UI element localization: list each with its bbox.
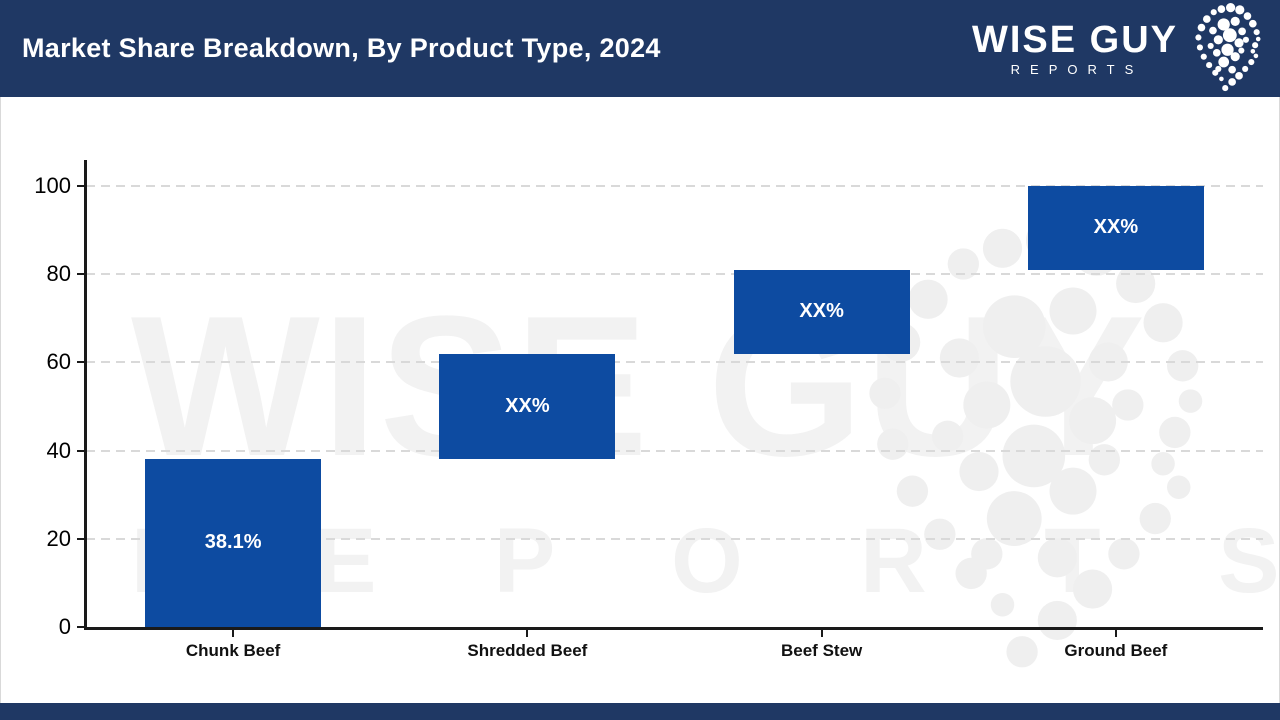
chart-area: WISE GUY R E P O R T S 0 20 40 60 80 100 38.1%… xyxy=(0,97,1280,703)
x-tick-mark-2 xyxy=(820,630,823,637)
y-tick-label-100: 100 xyxy=(34,173,71,198)
x-category-label: Beef Stew xyxy=(781,641,863,660)
x-category-label: Shredded Beef xyxy=(467,641,588,660)
logo-text: WISE GUY REPORTS xyxy=(971,18,1178,78)
x-category-label: Chunk Beef xyxy=(185,641,281,660)
x-axis-line xyxy=(84,627,1263,630)
y-tick-label-40: 40 xyxy=(46,437,71,463)
y-tick-label-0: 0 xyxy=(58,614,71,639)
page-title: Market Share Breakdown, By Product Type,… xyxy=(22,33,661,63)
bar-value-label: XX% xyxy=(1093,216,1139,239)
y-tick-mark-60 xyxy=(77,361,85,364)
x-category-label: Ground Beef xyxy=(1064,641,1168,660)
bar-value-label: XX% xyxy=(799,300,844,323)
y-tick-label-60: 60 xyxy=(46,349,71,375)
gridline-100 xyxy=(86,185,1263,187)
gridline-60 xyxy=(86,361,1263,364)
logo: WISE GUY REPORTS xyxy=(972,4,1272,94)
footer-bar xyxy=(0,703,1280,720)
x-tick-mark-0 xyxy=(232,630,235,637)
gridline-40 xyxy=(86,449,1263,452)
bar-value-label: XX% xyxy=(505,394,550,417)
x-tick-mark-3 xyxy=(1114,630,1117,637)
y-tick-mark-20 xyxy=(77,537,85,540)
gridline-20 xyxy=(86,537,1263,540)
header-bar: Market Share Breakdown, By Product Type,… xyxy=(0,0,1280,97)
x-tick-mark-1 xyxy=(526,630,529,637)
y-axis-line xyxy=(84,160,87,630)
bar-beef-stew: XX% xyxy=(733,269,910,354)
y-tick-mark-40 xyxy=(77,449,85,452)
y-tick-label-80: 80 xyxy=(46,261,71,287)
bar-value-label: 38.1% xyxy=(204,531,262,554)
y-tick-mark-100 xyxy=(77,185,85,187)
bar-chunk-beef: 38.1% xyxy=(145,458,322,627)
logo-wordmark: WISE GUY xyxy=(971,18,1178,61)
y-tick-mark-80 xyxy=(77,273,85,276)
y-tick-label-20: 20 xyxy=(46,525,71,551)
y-tick-mark-0 xyxy=(77,626,85,628)
gridline-80 xyxy=(86,273,1263,276)
logo-subtext: REPORTS xyxy=(1010,62,1144,78)
bar-ground-beef: XX% xyxy=(1027,186,1204,270)
bar-shredded-beef: XX% xyxy=(439,353,616,459)
logo-head-dots-icon xyxy=(1180,3,1272,95)
